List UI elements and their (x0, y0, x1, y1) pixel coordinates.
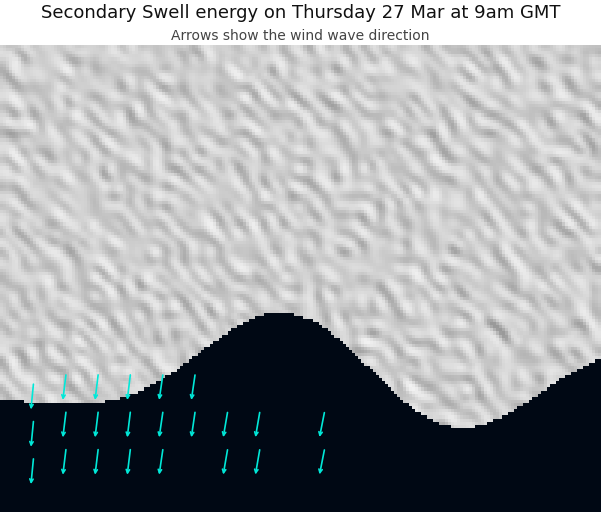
Text: Secondary Swell energy on Thursday 27 Mar at 9am GMT: Secondary Swell energy on Thursday 27 Ma… (41, 4, 560, 22)
Text: Arrows show the wind wave direction: Arrows show the wind wave direction (171, 29, 430, 43)
